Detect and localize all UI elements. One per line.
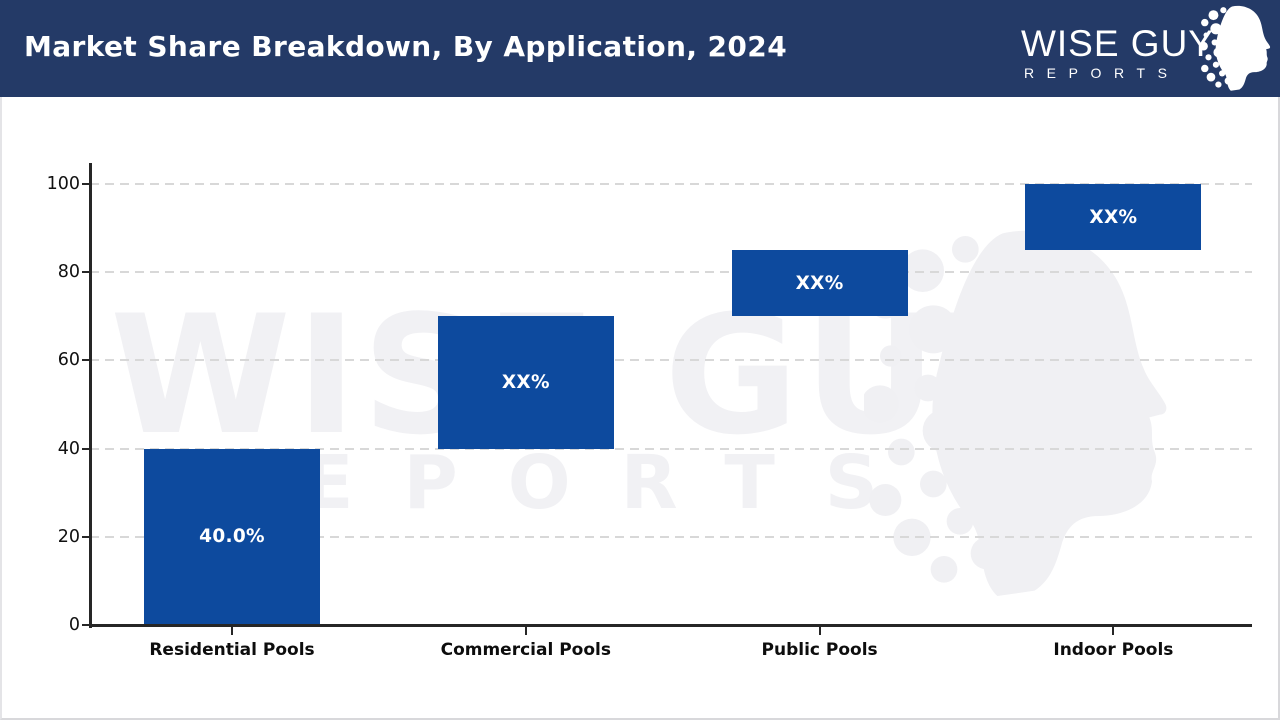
gridline-20 <box>90 535 1252 538</box>
x-axis-label-0: Residential Pools <box>149 640 315 660</box>
bar-residential-pools: 40.0% <box>144 448 320 625</box>
bar-value-label: XX% <box>1089 206 1138 228</box>
x-axis <box>89 624 1252 627</box>
y-tick-label-100: 100 <box>46 174 80 194</box>
y-tick-60 <box>82 359 90 362</box>
brand-name: WISE GUY <box>1020 23 1214 64</box>
y-tick-label-0: 0 <box>68 615 80 635</box>
y-tick-label-80: 80 <box>57 262 80 283</box>
x-tick-1 <box>524 627 527 635</box>
gridline-100 <box>90 183 1252 185</box>
x-tick-2 <box>818 627 821 635</box>
y-tick-40 <box>82 447 90 450</box>
brand-logo: WISE GUY REPORTS <box>1021 4 1276 92</box>
x-axis-label-3: Indoor Pools <box>1053 640 1174 660</box>
page-title: Market Share Breakdown, By Application, … <box>24 30 788 63</box>
header-banner: Market Share Breakdown, By Application, … <box>0 0 1280 97</box>
y-tick-0 <box>82 624 90 626</box>
bar-value-label: 40.0% <box>199 526 265 548</box>
brand-logo-text: WISE GUY REPORTS <box>1021 25 1214 81</box>
bar-public-pools: XX% <box>731 250 908 317</box>
y-tick-label-20: 20 <box>57 526 80 547</box>
y-tick-label-60: 60 <box>57 350 80 371</box>
x-tick-3 <box>1112 627 1115 635</box>
y-tick-80 <box>82 271 90 274</box>
gridline-40 <box>90 447 1252 450</box>
y-tick-100 <box>82 183 90 185</box>
brand-subtitle: REPORTS <box>1023 65 1180 81</box>
wiseguy-head-icon <box>1199 5 1271 91</box>
gridline-60 <box>90 359 1252 362</box>
y-axis <box>89 163 92 628</box>
x-tick-0 <box>231 627 233 635</box>
bar-indoor-pools: XX% <box>1025 184 1202 251</box>
x-axis-label-2: Public Pools <box>761 640 878 660</box>
bar-commercial-pools: XX% <box>437 316 614 449</box>
x-axis-label-1: Commercial Pools <box>440 640 611 660</box>
y-tick-20 <box>82 535 90 538</box>
bar-value-label: XX% <box>795 272 844 294</box>
bar-value-label: XX% <box>501 371 550 393</box>
y-tick-label-40: 40 <box>57 438 80 459</box>
gridline-80 <box>90 271 1252 274</box>
